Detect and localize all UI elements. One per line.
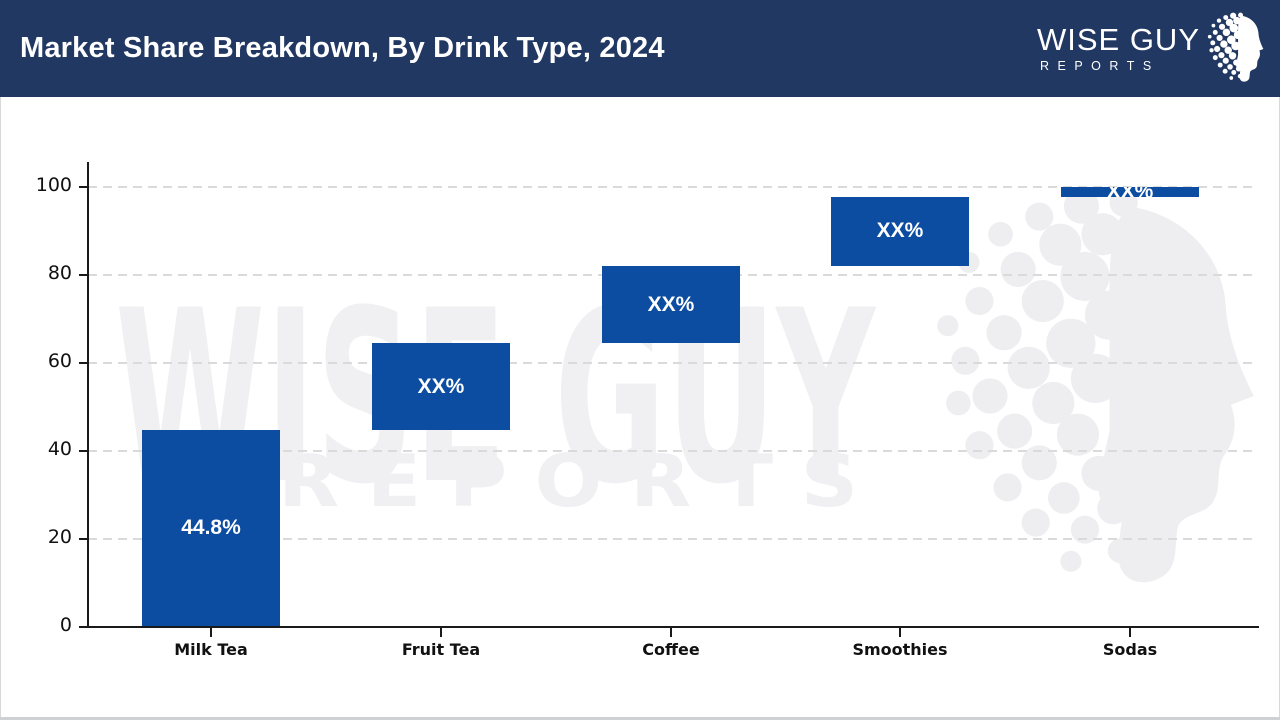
x-axis-category-label: Milk Tea <box>174 640 248 659</box>
y-tick <box>79 274 88 276</box>
y-tick-label: 100 <box>35 174 72 196</box>
y-tick <box>79 186 88 188</box>
page-title: Market Share Breakdown, By Drink Type, 2… <box>20 32 665 64</box>
y-tick <box>79 626 88 628</box>
x-tick <box>210 628 212 637</box>
y-tick-label: 0 <box>59 614 72 636</box>
x-tick <box>670 628 672 637</box>
y-tick-label: 20 <box>47 526 72 548</box>
gridline <box>88 362 1258 364</box>
x-axis-category-label: Fruit Tea <box>401 640 481 659</box>
watermark-subtitle: R E P O R T S <box>278 442 858 522</box>
bar-sodas: XX% <box>1061 187 1199 197</box>
x-axis-category-label: Sodas <box>1102 640 1158 659</box>
bar-fruit-tea: XX% <box>372 343 510 430</box>
x-tick <box>440 628 442 637</box>
y-tick-label: 60 <box>47 350 72 372</box>
y-tick <box>79 450 88 452</box>
bar-value-label: XX% <box>876 219 924 243</box>
bar-value-label: 44.8% <box>181 516 241 540</box>
bottom-divider <box>0 717 1280 720</box>
x-axis-line <box>87 626 1259 628</box>
x-tick <box>899 628 901 637</box>
watermark-reports-text: R E P O R T S <box>278 442 858 522</box>
x-axis-category-label: Smoothies <box>852 640 948 659</box>
bar-milk-tea: 44.8% <box>142 429 280 627</box>
y-tick-label: 40 <box>47 438 72 460</box>
y-tick <box>79 538 88 540</box>
chart-canvas: WISE GUY R E P O R T S <box>0 97 1280 720</box>
y-tick-label: 80 <box>47 262 72 284</box>
logo-text: WISE GUY REPORTS <box>1037 24 1200 73</box>
logo-wordmark: WISE GUY <box>1036 22 1200 58</box>
x-axis-category-label: Coffee <box>642 640 700 659</box>
bar-value-label: XX% <box>647 292 695 316</box>
gridline <box>88 450 1258 452</box>
gridline <box>88 186 1258 188</box>
wise-guy-reports-logo: WISE GUY REPORTS <box>1037 12 1266 86</box>
logo-subtitle: REPORTS <box>1039 59 1160 74</box>
bar-value-label: XX% <box>417 374 465 398</box>
y-axis-line <box>87 162 89 628</box>
bar-value-label: XX% <box>1107 187 1154 197</box>
bar-smoothies: XX% <box>831 196 969 267</box>
x-tick <box>1129 628 1131 637</box>
y-tick <box>79 362 88 364</box>
bar-coffee: XX% <box>602 266 740 344</box>
header-bar: Market Share Breakdown, By Drink Type, 2… <box>0 0 1280 97</box>
gridline <box>88 538 1258 540</box>
